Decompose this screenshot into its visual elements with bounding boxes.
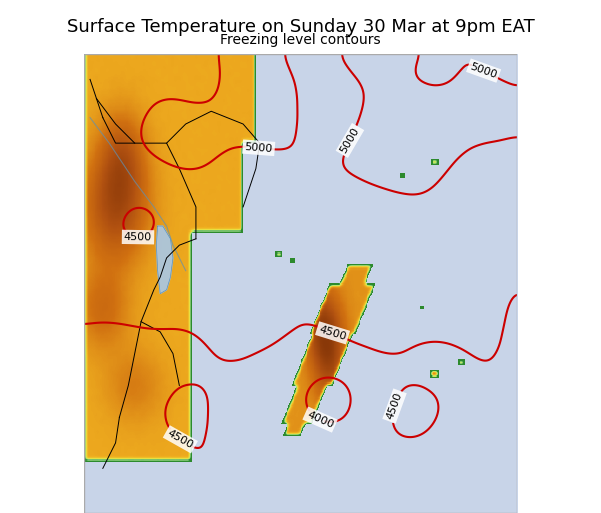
Text: 5000: 5000 bbox=[245, 142, 273, 154]
Text: Surface Temperature on Sunday 30 Mar at 9pm EAT: Surface Temperature on Sunday 30 Mar at … bbox=[67, 18, 534, 36]
Text: 4500: 4500 bbox=[385, 391, 404, 421]
Polygon shape bbox=[156, 226, 173, 293]
Text: 4500: 4500 bbox=[124, 232, 152, 242]
Text: 4500: 4500 bbox=[166, 428, 195, 450]
Bar bbox=[84, 54, 517, 513]
Text: 5000: 5000 bbox=[338, 126, 361, 155]
Text: Freezing level contours: Freezing level contours bbox=[220, 33, 381, 47]
Text: 4500: 4500 bbox=[318, 324, 347, 342]
Text: 4000: 4000 bbox=[305, 409, 335, 430]
Text: 5000: 5000 bbox=[469, 61, 498, 80]
